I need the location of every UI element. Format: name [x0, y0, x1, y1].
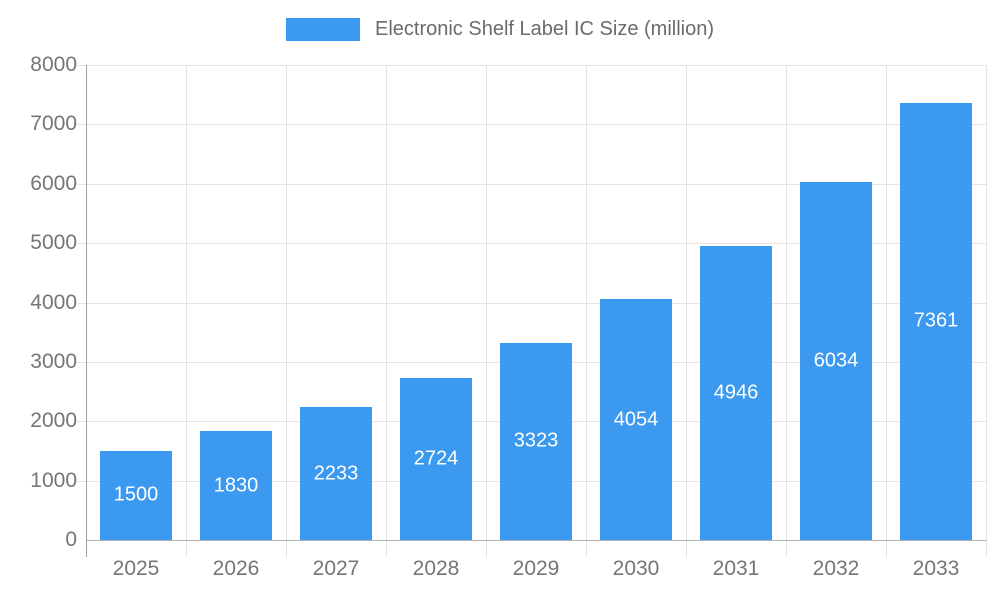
y-tick-label: 8000 — [30, 53, 77, 76]
gridline-h — [77, 302, 986, 304]
bar-value-label: 7361 — [913, 309, 959, 332]
bar — [300, 407, 372, 540]
bar — [500, 342, 572, 540]
x-axis-line — [86, 540, 986, 541]
x-tick-label: 2027 — [312, 557, 360, 580]
bar — [200, 431, 272, 540]
bar-value-label: 1500 — [113, 483, 159, 506]
y-tick-label: 7000 — [30, 112, 77, 136]
bar-value-label: 6034 — [813, 349, 859, 372]
y-tick-label: 5000 — [30, 231, 77, 255]
bar-value-label: 2724 — [413, 447, 459, 470]
legend[interactable]: Electronic Shelf Label IC Size (million) — [0, 18, 1000, 41]
x-tick-label: 2028 — [412, 557, 460, 580]
x-tick-label: 2032 — [812, 557, 860, 580]
gridline-h — [77, 183, 986, 185]
gridline-h — [77, 124, 986, 126]
x-tick-label: 2026 — [212, 557, 260, 580]
bar — [600, 299, 672, 540]
bar-value-label: 2233 — [313, 462, 359, 485]
y-tick-label: 2000 — [30, 409, 77, 433]
legend-label: Electronic Shelf Label IC Size (million) — [374, 18, 715, 40]
x-tick-label: 2033 — [912, 557, 960, 580]
gridline-h — [77, 243, 986, 245]
x-tick-label: 2031 — [712, 557, 760, 580]
y-tick-label: 4000 — [30, 290, 77, 314]
y-tick-label: 0 — [65, 528, 77, 551]
x-tick-label: 2025 — [112, 557, 160, 580]
y-axis-line — [86, 65, 87, 557]
gridline-v — [686, 65, 687, 557]
bar-value-label: 1830 — [213, 474, 259, 497]
y-tick-label: 3000 — [30, 349, 77, 373]
gridline-h — [77, 65, 986, 66]
y-tick-label: 1000 — [30, 468, 77, 492]
bar — [800, 181, 872, 540]
legend-swatch-icon — [285, 18, 360, 41]
gridline-v — [886, 65, 887, 557]
bar — [400, 378, 472, 540]
bar — [700, 246, 772, 540]
gridline-v — [986, 65, 987, 557]
bar — [100, 450, 172, 540]
gridline-v — [386, 65, 387, 557]
bar-value-label: 4946 — [713, 381, 759, 404]
plot-area: 1500 1830 2233 2724 3323 4054 4946 6034 7361 — [77, 65, 987, 557]
gridline-v — [586, 65, 587, 557]
gridline-v — [486, 65, 487, 557]
x-tick-label: 2029 — [512, 557, 560, 580]
gridline-v — [786, 65, 787, 557]
gridline-v — [186, 65, 187, 557]
bar-value-label: 3323 — [513, 429, 559, 452]
bar-value-label: 4054 — [613, 408, 659, 431]
x-tick-label: 2030 — [612, 557, 660, 580]
y-tick-label: 6000 — [30, 171, 77, 195]
bar — [900, 102, 972, 540]
gridline-v — [286, 65, 287, 557]
